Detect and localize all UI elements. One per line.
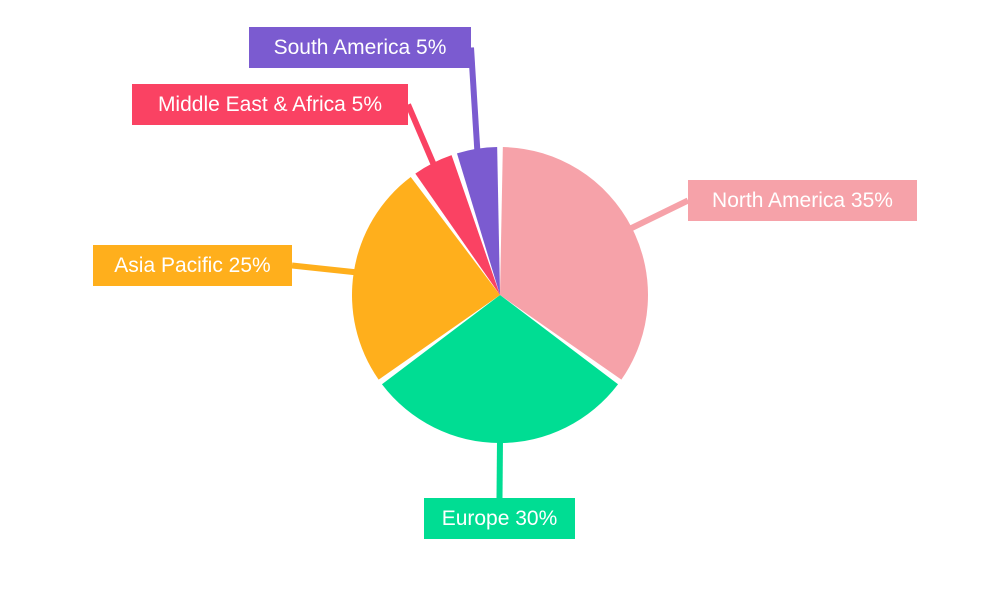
pie-slice-north-america[interactable] bbox=[500, 147, 648, 380]
pie-slice-europe[interactable] bbox=[381, 295, 619, 443]
pie-label-asia-pacific[interactable]: Asia Pacific 25% bbox=[93, 245, 292, 286]
pie-label-south-america[interactable]: South America 5% bbox=[249, 27, 471, 68]
pie-label-middle-east-africa-text: Middle East & Africa 5% bbox=[157, 93, 383, 116]
pie-slice-asia-pacific[interactable] bbox=[352, 176, 500, 380]
leader-line-europe bbox=[496, 438, 503, 499]
leader-lines bbox=[291, 47, 690, 499]
pie-label-middle-east-africa[interactable]: Middle East & Africa 5% bbox=[132, 84, 408, 125]
pie-label-north-america[interactable]: North America 35% bbox=[688, 180, 917, 221]
pie-label-south-america-text: South America 5% bbox=[273, 36, 447, 59]
pie-label-europe-text: Europe 30% bbox=[441, 507, 558, 530]
pie-slice-middle-east-africa[interactable] bbox=[415, 155, 500, 295]
pie-label-north-america-text: North America 35% bbox=[712, 189, 893, 212]
pie-slice-south-america[interactable] bbox=[456, 147, 500, 295]
leader-line-middle-east-africa bbox=[405, 103, 438, 168]
leader-line-north-america bbox=[626, 197, 690, 233]
pie-slices bbox=[352, 147, 648, 443]
leader-line-asia-pacific bbox=[291, 262, 359, 276]
pie-label-asia-pacific-text: Asia Pacific 25% bbox=[114, 254, 271, 277]
pie-label-europe[interactable]: Europe 30% bbox=[424, 498, 575, 539]
leader-line-south-america bbox=[468, 47, 481, 153]
